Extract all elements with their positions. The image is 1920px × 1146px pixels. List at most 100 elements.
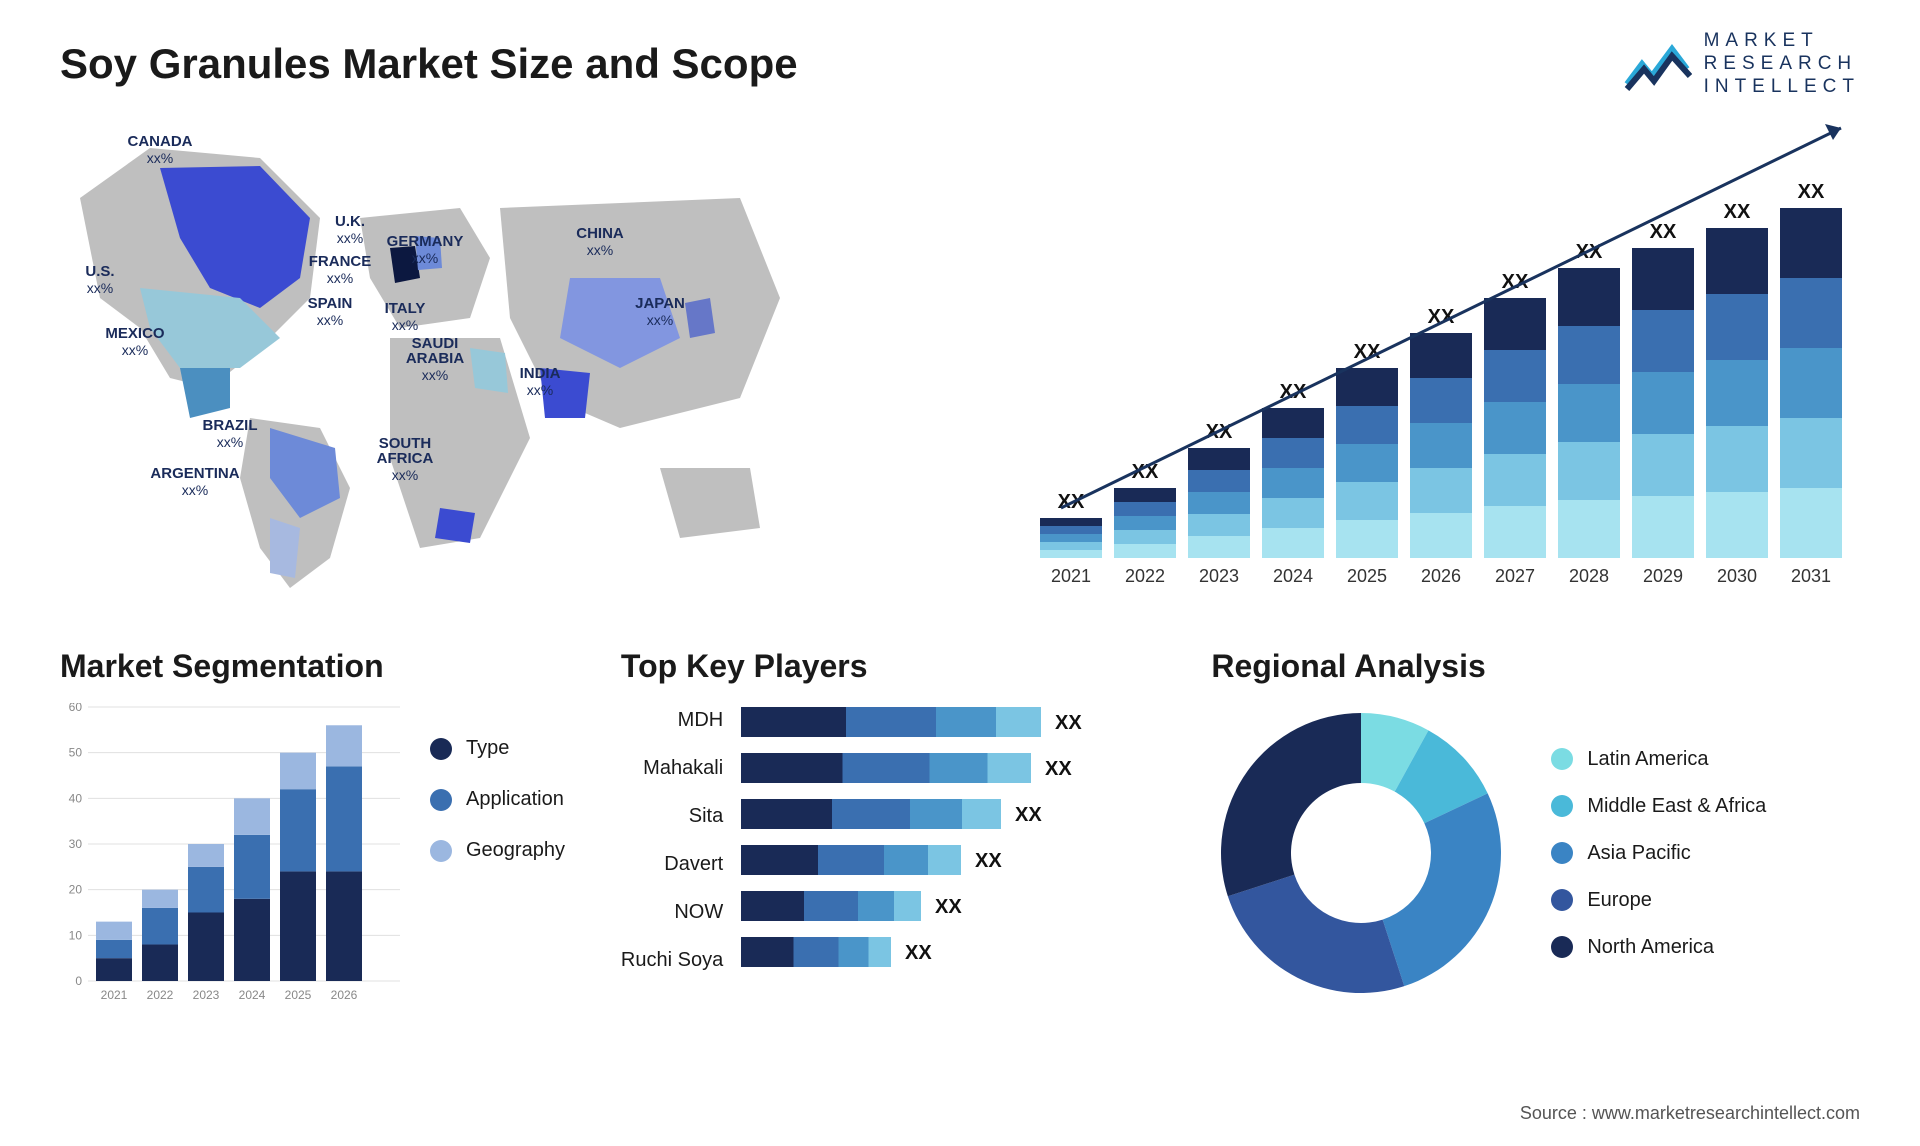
- svg-text:2023: 2023: [193, 988, 220, 1002]
- legend-item: Type: [430, 737, 565, 760]
- svg-text:xx%: xx%: [317, 312, 343, 328]
- segmentation-legend: Type Application Geography: [430, 703, 565, 1033]
- source-attribution: Source : www.marketresearchintellect.com: [1520, 1103, 1860, 1124]
- svg-text:xx%: xx%: [647, 312, 673, 328]
- svg-text:xx%: xx%: [147, 150, 173, 166]
- svg-text:xx%: xx%: [392, 317, 418, 333]
- svg-text:xx%: xx%: [327, 270, 353, 286]
- svg-text:XX: XX: [1055, 712, 1082, 734]
- region-legend-item: Asia Pacific: [1551, 842, 1766, 865]
- segmentation-panel: Market Segmentation 0 10 20 30 40 50 60 2021 202…: [60, 648, 581, 1033]
- svg-text:FRANCE: FRANCE: [309, 253, 372, 270]
- region-legend-item: Latin America: [1551, 748, 1766, 771]
- player-label: NOW: [674, 897, 723, 927]
- svg-text:xx%: xx%: [337, 230, 363, 246]
- player-label: Mahakali: [643, 753, 723, 783]
- svg-text:40: 40: [69, 791, 83, 805]
- svg-text:2024: 2024: [1273, 566, 1313, 586]
- svg-text:xx%: xx%: [87, 280, 113, 296]
- svg-text:2024: 2024: [239, 988, 266, 1002]
- svg-text:xx%: xx%: [217, 434, 243, 450]
- legend-item: Geography: [430, 839, 565, 862]
- svg-text:INDIA: INDIA: [520, 365, 561, 382]
- players-panel: Top Key Players MDH Mahakali Sita Davert NOW…: [621, 648, 1171, 1033]
- region-donut: [1211, 703, 1511, 1003]
- svg-text:ARABIA: ARABIA: [406, 350, 464, 367]
- segmentation-chart: 0 10 20 30 40 50 60 2021 2022 2023 2024 2025 2026: [60, 703, 400, 1033]
- svg-text:2025: 2025: [285, 988, 312, 1002]
- world-map: CANADAxx%U.S.xx%MEXICOxx%BRAZILxx%ARGENT…: [60, 118, 960, 598]
- player-label: Davert: [664, 849, 723, 879]
- logo-line3: INTELLECT: [1704, 76, 1860, 99]
- svg-text:XX: XX: [935, 896, 962, 918]
- region-legend-item: Middle East & Africa: [1551, 795, 1766, 818]
- svg-text:xx%: xx%: [412, 250, 438, 266]
- svg-text:20: 20: [69, 883, 83, 897]
- logo-line2: RESEARCH: [1704, 53, 1860, 76]
- svg-text:xx%: xx%: [587, 242, 613, 258]
- player-label: Ruchi Soya: [621, 945, 723, 975]
- svg-text:XX: XX: [1045, 758, 1072, 780]
- svg-text:60: 60: [69, 703, 83, 714]
- players-title: Top Key Players: [621, 648, 1171, 685]
- svg-text:2021: 2021: [101, 988, 128, 1002]
- svg-text:2022: 2022: [147, 988, 174, 1002]
- svg-text:BRAZIL: BRAZIL: [203, 417, 258, 434]
- svg-text:xx%: xx%: [122, 342, 148, 358]
- svg-text:U.K.: U.K.: [335, 213, 365, 230]
- svg-text:SPAIN: SPAIN: [308, 295, 353, 312]
- svg-text:XX: XX: [1798, 181, 1825, 203]
- svg-text:xx%: xx%: [392, 467, 418, 483]
- svg-text:U.S.: U.S.: [85, 263, 114, 280]
- svg-text:ITALY: ITALY: [385, 300, 426, 317]
- svg-text:xx%: xx%: [422, 367, 448, 383]
- svg-text:2030: 2030: [1717, 566, 1757, 586]
- svg-text:2027: 2027: [1495, 566, 1535, 586]
- svg-text:2028: 2028: [1569, 566, 1609, 586]
- svg-text:XX: XX: [1724, 201, 1751, 223]
- svg-text:JAPAN: JAPAN: [635, 295, 685, 312]
- svg-text:CANADA: CANADA: [128, 133, 193, 150]
- region-legend-item: Europe: [1551, 889, 1766, 912]
- svg-text:0: 0: [75, 974, 82, 988]
- svg-text:XX: XX: [1015, 804, 1042, 826]
- logo-line1: MARKET: [1704, 30, 1860, 53]
- page-title: Soy Granules Market Size and Scope: [60, 40, 1860, 88]
- region-panel: Regional Analysis Latin America Middle Ea…: [1211, 648, 1860, 1033]
- svg-text:2021: 2021: [1051, 566, 1091, 586]
- players-chart: XX XX XX XX XX XX: [741, 703, 1141, 1003]
- svg-text:30: 30: [69, 837, 83, 851]
- segmentation-title: Market Segmentation: [60, 648, 581, 685]
- logo-icon: [1622, 34, 1692, 94]
- region-legend-item: North America: [1551, 936, 1766, 959]
- world-map-panel: CANADAxx%U.S.xx%MEXICOxx%BRAZILxx%ARGENT…: [60, 118, 990, 618]
- svg-text:xx%: xx%: [527, 382, 553, 398]
- svg-text:2026: 2026: [331, 988, 358, 1002]
- svg-text:2022: 2022: [1125, 566, 1165, 586]
- svg-text:2023: 2023: [1199, 566, 1239, 586]
- svg-text:xx%: xx%: [182, 482, 208, 498]
- player-label: MDH: [678, 705, 724, 735]
- svg-text:2025: 2025: [1347, 566, 1387, 586]
- svg-text:2031: 2031: [1791, 566, 1831, 586]
- svg-text:2029: 2029: [1643, 566, 1683, 586]
- svg-text:XX: XX: [1650, 221, 1677, 243]
- svg-text:50: 50: [69, 746, 83, 760]
- player-label: Sita: [689, 801, 723, 831]
- svg-text:2026: 2026: [1421, 566, 1461, 586]
- growth-chart: 2021XX2022XX2023XX2024XX2025XX2026XX2027…: [1030, 118, 1860, 618]
- brand-logo: MARKET RESEARCH INTELLECT: [1622, 30, 1860, 98]
- svg-text:CHINA: CHINA: [576, 225, 624, 242]
- svg-text:AFRICA: AFRICA: [377, 450, 434, 467]
- region-title: Regional Analysis: [1211, 648, 1860, 685]
- players-labels: MDH Mahakali Sita Davert NOW Ruchi Soya: [621, 703, 723, 1003]
- svg-text:XX: XX: [975, 850, 1002, 872]
- svg-text:MEXICO: MEXICO: [105, 325, 165, 342]
- legend-item: Application: [430, 788, 565, 811]
- svg-text:ARGENTINA: ARGENTINA: [150, 465, 239, 482]
- growth-chart-panel: 2021XX2022XX2023XX2024XX2025XX2026XX2027…: [1030, 118, 1860, 618]
- region-legend: Latin America Middle East & Africa Asia Pa…: [1551, 748, 1766, 959]
- svg-text:10: 10: [69, 928, 83, 942]
- svg-text:XX: XX: [905, 942, 932, 964]
- svg-text:GERMANY: GERMANY: [387, 233, 464, 250]
